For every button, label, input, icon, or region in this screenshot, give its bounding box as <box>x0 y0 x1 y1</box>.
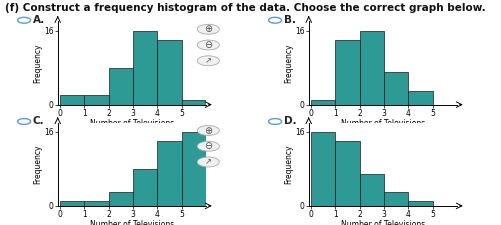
Bar <box>60 95 84 105</box>
Bar <box>311 132 335 206</box>
Text: (f) Construct a frequency histogram of the data. Choose the correct graph below.: (f) Construct a frequency histogram of t… <box>5 3 485 13</box>
Text: ⊖: ⊖ <box>204 40 212 50</box>
Bar <box>181 100 205 105</box>
Bar <box>383 192 407 206</box>
Bar <box>84 95 109 105</box>
Text: ⊕: ⊕ <box>204 126 212 135</box>
Text: ⊕: ⊕ <box>204 24 212 34</box>
Bar <box>335 141 359 206</box>
Bar <box>181 132 205 206</box>
Bar <box>133 31 157 105</box>
Bar <box>359 173 383 206</box>
Y-axis label: Frequency: Frequency <box>284 43 293 83</box>
Bar <box>359 31 383 105</box>
Bar <box>407 201 432 206</box>
Text: B.: B. <box>283 15 295 25</box>
Bar <box>335 40 359 105</box>
X-axis label: Number of Televisions: Number of Televisions <box>340 220 424 225</box>
Bar <box>157 40 181 105</box>
Bar <box>109 68 133 105</box>
Text: A.: A. <box>33 15 45 25</box>
Bar <box>407 91 432 105</box>
Text: ↗: ↗ <box>204 56 211 65</box>
X-axis label: Number of Televisions: Number of Televisions <box>90 220 173 225</box>
Text: ↗: ↗ <box>204 158 211 166</box>
Text: ⊖: ⊖ <box>204 141 212 151</box>
Text: D.: D. <box>283 117 296 126</box>
Bar <box>311 100 335 105</box>
Y-axis label: Frequency: Frequency <box>34 144 43 184</box>
X-axis label: Number of Televisions: Number of Televisions <box>340 119 424 128</box>
Bar <box>157 141 181 206</box>
Bar <box>60 201 84 206</box>
Y-axis label: Frequency: Frequency <box>34 43 43 83</box>
Bar <box>383 72 407 105</box>
X-axis label: Number of Televisions: Number of Televisions <box>90 119 173 128</box>
Bar <box>109 192 133 206</box>
Y-axis label: Frequency: Frequency <box>284 144 293 184</box>
Text: C.: C. <box>33 117 44 126</box>
Bar <box>133 169 157 206</box>
Bar <box>84 201 109 206</box>
